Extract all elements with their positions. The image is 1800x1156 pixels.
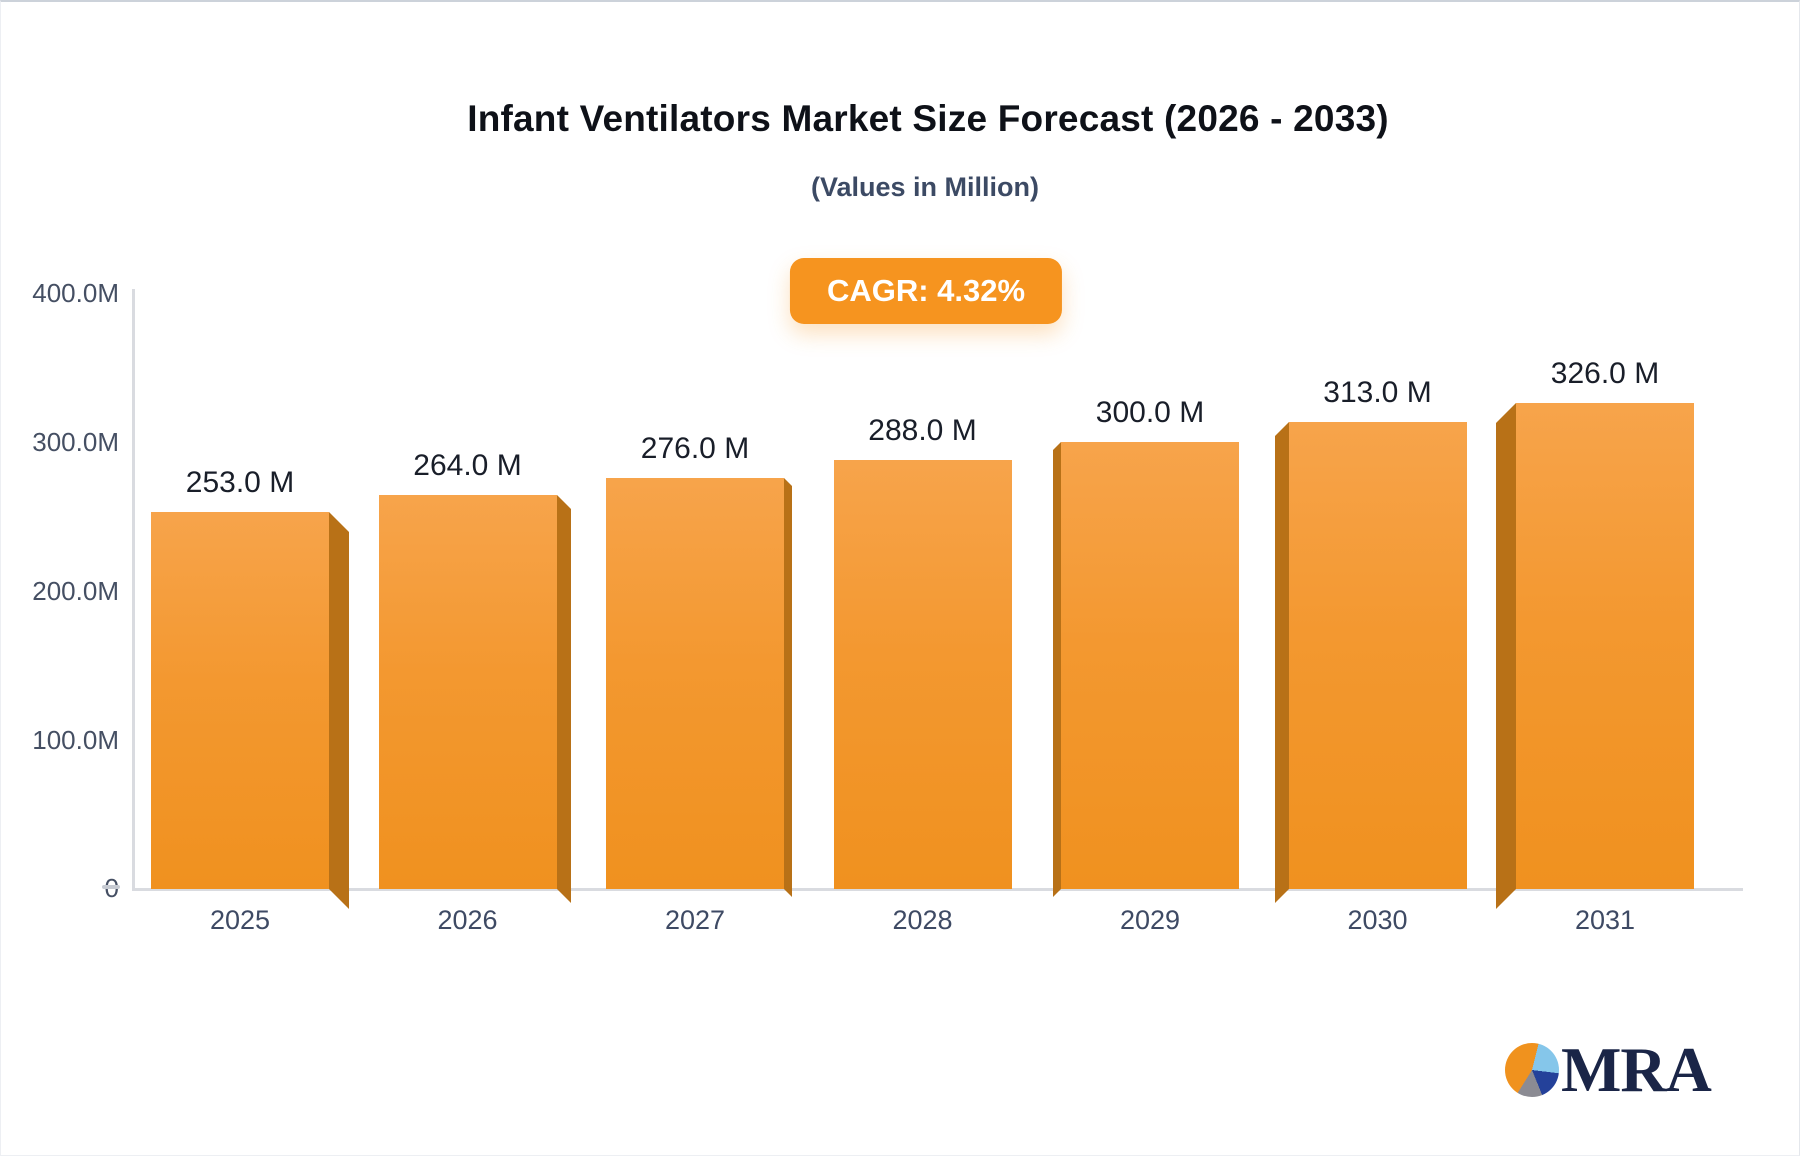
bar-value-label: 313.0 M (1323, 376, 1432, 409)
bar-front-face (606, 478, 784, 889)
y-axis-tick-label: 300.0M (32, 427, 119, 457)
x-axis-category-label: 2030 (1347, 905, 1408, 935)
pie-chart-icon (1505, 1043, 1559, 1097)
y-axis-line (132, 289, 135, 889)
bar-value-label: 264.0 M (413, 449, 522, 482)
bar-front-face (1061, 442, 1239, 889)
bar-value-label: 276.0 M (640, 432, 750, 465)
bar-front-face (1288, 422, 1467, 889)
bar-side-face (329, 512, 349, 909)
bar-side-face (784, 478, 792, 897)
x-axis-category-label: 2029 (1119, 905, 1181, 935)
bar-front-face (151, 512, 329, 889)
cagr-badge: CAGR: 4.32% (789, 258, 1063, 324)
x-axis-category-label: 2026 (437, 905, 498, 935)
mra-logo: MRA (1505, 1034, 1712, 1105)
bar-front-face (378, 495, 557, 889)
x-axis-category-label: 2028 (892, 905, 953, 935)
x-axis-line (132, 888, 1743, 891)
chart-subtitle: (Values in Million) (810, 172, 1040, 202)
zero-tick-mark (102, 885, 120, 889)
bar-value-label: 300.0 M (1095, 396, 1205, 429)
bar-value-label: 253.0 M (185, 466, 295, 499)
bar-side-face (1496, 403, 1516, 909)
bar-side-face (1274, 422, 1289, 903)
x-axis-category-label: 2025 (209, 905, 271, 935)
bar-value-label: 288.0 M (868, 414, 977, 447)
x-axis-category-label: 2031 (1574, 905, 1636, 935)
logo-text: MRA (1561, 1034, 1712, 1105)
bar-front-face (833, 460, 1012, 889)
bar-side-face (1053, 442, 1061, 897)
chart-title: Infant Ventilators Market Size Forecast … (467, 98, 1389, 139)
x-axis-category-label: 2027 (664, 905, 726, 935)
y-axis-tick-label: 100.0M (32, 725, 119, 755)
y-axis-tick-label: 400.0M (32, 278, 119, 308)
bar-value-label: 326.0 M (1550, 357, 1660, 390)
bar-front-face (1516, 403, 1694, 889)
bar-side-face (556, 495, 571, 903)
y-axis-tick-label: 200.0M (32, 576, 119, 606)
